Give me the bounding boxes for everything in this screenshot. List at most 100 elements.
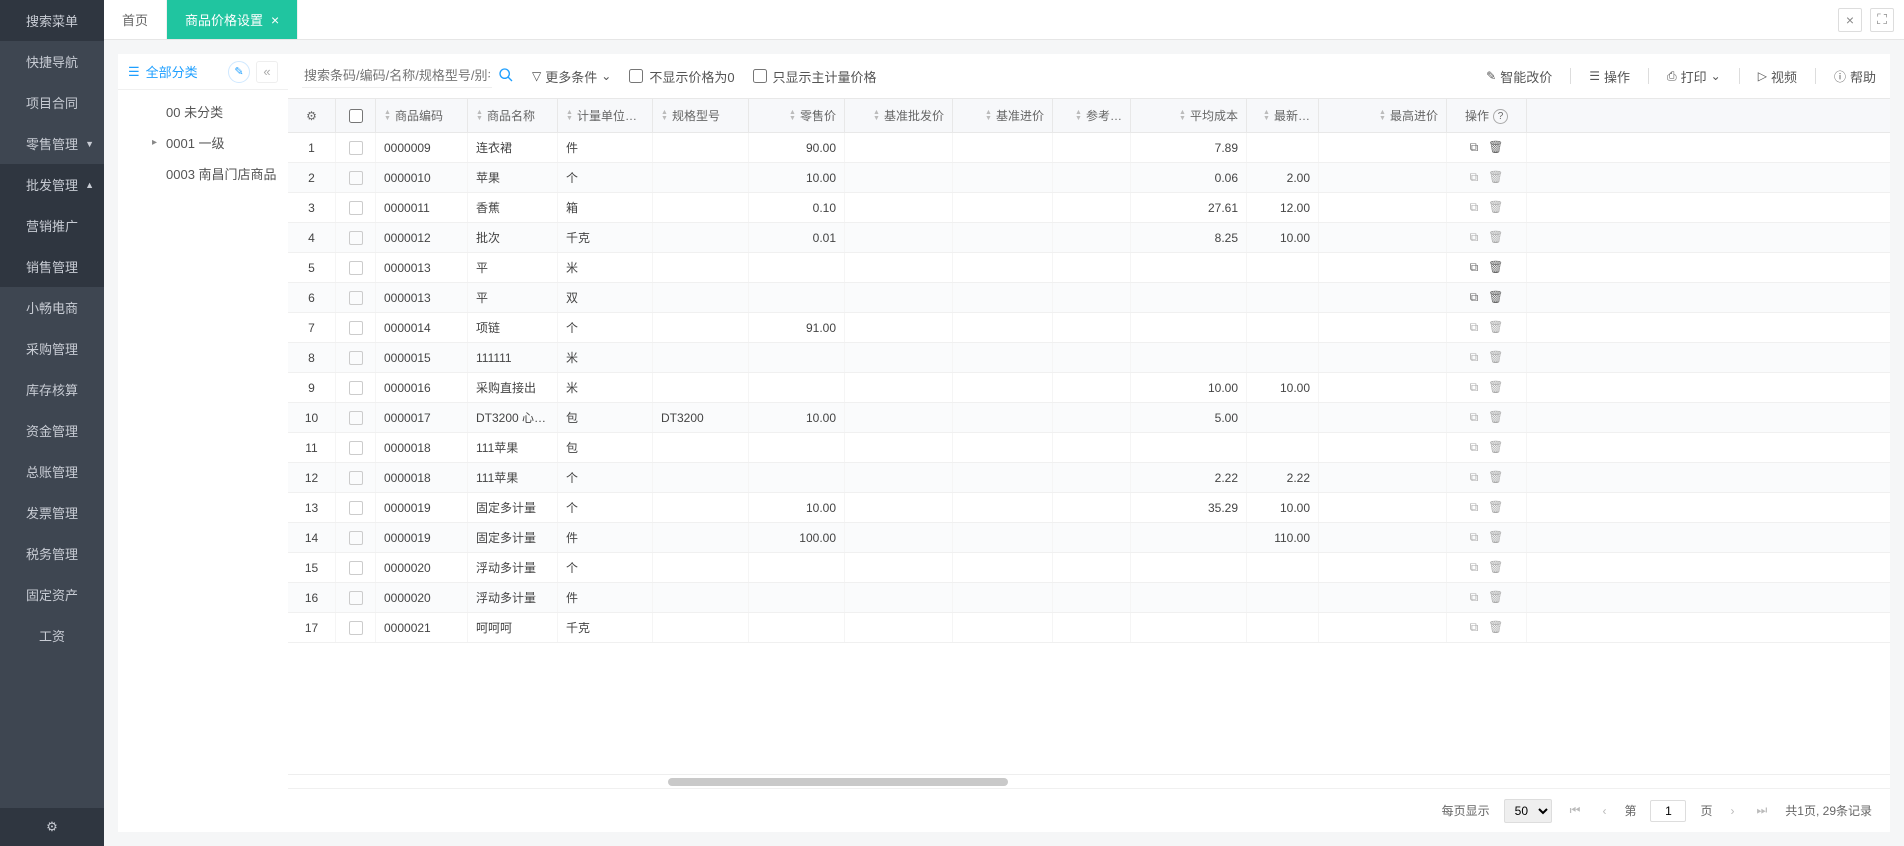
delete-icon[interactable]: 🗑 [1488,440,1503,455]
sidebar-item[interactable]: 发票管理 [0,492,104,533]
sort-icon[interactable]: ▲▼ [661,110,668,122]
category-node[interactable]: 0003 南昌门店商品 [118,158,288,189]
table-row[interactable]: 20000010苹果个10.000.062.00⧉🗑 [288,163,1890,193]
horizontal-scrollbar[interactable] [288,774,1890,788]
sidebar-subitem[interactable]: 销售管理 [0,246,104,287]
row-checkbox[interactable] [349,141,363,155]
column-header[interactable]: ▲▼基准进价 [953,99,1053,132]
delete-icon[interactable]: 🗑 [1488,230,1503,245]
next-page-button[interactable]: › [1726,804,1738,818]
table-row[interactable]: 160000020浮动多计量件⧉🗑 [288,583,1890,613]
delete-icon[interactable]: 🗑 [1488,530,1503,545]
row-checkbox[interactable] [349,201,363,215]
copy-icon[interactable]: ⧉ [1470,260,1479,275]
column-header[interactable] [288,99,336,132]
category-head-label[interactable]: 全部分类 [146,62,198,81]
row-checkbox[interactable] [349,321,363,335]
more-conditions-button[interactable]: ▽ 更多条件 ⌄ [532,67,611,86]
delete-icon[interactable]: 🗑 [1488,560,1503,575]
row-checkbox[interactable] [349,351,363,365]
fullscreen-icon[interactable]: ⛶ [1870,8,1894,32]
first-page-button[interactable]: ⏮ [1566,803,1585,818]
sidebar-item[interactable]: 税务管理 [0,533,104,574]
copy-icon[interactable]: ⧉ [1470,140,1479,155]
delete-icon[interactable]: 🗑 [1488,350,1503,365]
sort-icon[interactable]: ▲▼ [1379,110,1386,122]
copy-icon[interactable]: ⧉ [1470,560,1479,575]
row-checkbox[interactable] [349,531,363,545]
help-button[interactable]: ⓘ 帮助 [1834,67,1876,86]
copy-icon[interactable]: ⧉ [1470,320,1479,335]
copy-icon[interactable]: ⧉ [1470,500,1479,515]
sidebar-item[interactable]: 总账管理 [0,451,104,492]
delete-icon[interactable]: 🗑 [1488,200,1503,215]
copy-icon[interactable]: ⧉ [1470,530,1479,545]
sidebar-item[interactable]: 小畅电商 [0,287,104,328]
search-icon[interactable] [498,67,514,86]
column-header[interactable]: ▲▼最新… [1247,99,1319,132]
column-header[interactable]: ▲▼零售价 [749,99,845,132]
column-header[interactable]: ▲▼平均成本 [1131,99,1247,132]
table-row[interactable]: 90000016采购直接出米10.0010.00⧉🗑 [288,373,1890,403]
table-row[interactable]: 50000013平米⧉🗑 [288,253,1890,283]
main-unit-input[interactable] [753,69,767,83]
table-row[interactable]: 130000019固定多计量个10.0035.2910.00⧉🗑 [288,493,1890,523]
sidebar-item[interactable]: 采购管理 [0,328,104,369]
delete-icon[interactable]: 🗑 [1488,500,1503,515]
table-row[interactable]: 100000017DT3200 心…包DT320010.005.00⧉🗑 [288,403,1890,433]
prev-page-button[interactable]: ‹ [1598,804,1610,818]
sort-icon[interactable]: ▲▼ [566,110,573,122]
sort-icon[interactable]: ▲▼ [1179,110,1186,122]
sidebar-item[interactable]: 零售管理▼ [0,123,104,164]
row-checkbox[interactable] [349,441,363,455]
copy-icon[interactable]: ⧉ [1470,200,1479,215]
edit-icon[interactable]: ✎ [228,61,250,83]
collapse-icon[interactable]: « [256,61,278,83]
sidebar-item[interactable]: 快捷导航 [0,41,104,82]
hide-zero-checkbox[interactable]: 不显示价格为0 [629,67,734,86]
table-row[interactable]: 110000018111苹果包⧉🗑 [288,433,1890,463]
copy-icon[interactable]: ⧉ [1470,230,1479,245]
column-header[interactable]: ▲▼基准批发价 [845,99,953,132]
delete-icon[interactable]: 🗑 [1488,620,1503,635]
category-node[interactable]: ▸0001 一级 [118,127,288,158]
column-header[interactable]: ▲▼计量单位… [558,99,653,132]
row-checkbox[interactable] [349,261,363,275]
sidebar-subitem[interactable]: 营销推广 [0,205,104,246]
delete-icon[interactable]: 🗑 [1488,290,1503,305]
copy-icon[interactable]: ⧉ [1470,440,1479,455]
sort-icon[interactable]: ▲▼ [1263,110,1270,122]
sidebar-item[interactable]: 搜索菜单 [0,0,104,41]
sidebar-item[interactable]: 资金管理 [0,410,104,451]
perpage-select[interactable]: 50 [1504,799,1552,823]
page-input[interactable] [1650,800,1686,822]
table-row[interactable]: 30000011香蕉箱0.1027.6112.00⧉🗑 [288,193,1890,223]
gear-icon[interactable] [306,109,317,123]
copy-icon[interactable]: ⧉ [1470,380,1479,395]
select-all-checkbox[interactable] [349,109,363,123]
sort-icon[interactable]: ▲▼ [1075,110,1082,122]
column-header[interactable]: ▲▼参考… [1053,99,1131,132]
hide-zero-input[interactable] [629,69,643,83]
row-checkbox[interactable] [349,591,363,605]
row-checkbox[interactable] [349,231,363,245]
column-header[interactable]: ▲▼商品编码 [376,99,468,132]
copy-icon[interactable]: ⧉ [1470,350,1479,365]
last-page-button[interactable]: ⏭ [1752,803,1771,818]
table-row[interactable]: 70000014项链个91.00⧉🗑 [288,313,1890,343]
column-header[interactable]: 操作 [1447,99,1527,132]
column-header[interactable] [336,99,376,132]
settings-button[interactable]: ⚙ [0,808,104,846]
delete-icon[interactable]: 🗑 [1488,140,1503,155]
sidebar-item[interactable]: 固定资产 [0,574,104,615]
sidebar-item[interactable]: 项目合同 [0,82,104,123]
smart-price-button[interactable]: ✎ 智能改价 [1486,67,1552,86]
sort-icon[interactable]: ▲▼ [985,110,992,122]
ops-button[interactable]: ☰ 操作 [1589,67,1630,86]
help-icon[interactable] [1489,108,1508,124]
sidebar-item[interactable]: 库存核算 [0,369,104,410]
main-unit-checkbox[interactable]: 只显示主计量价格 [753,67,877,86]
delete-icon[interactable]: 🗑 [1488,590,1503,605]
table-row[interactable]: 40000012批次千克0.018.2510.00⧉🗑 [288,223,1890,253]
copy-icon[interactable]: ⧉ [1470,470,1479,485]
